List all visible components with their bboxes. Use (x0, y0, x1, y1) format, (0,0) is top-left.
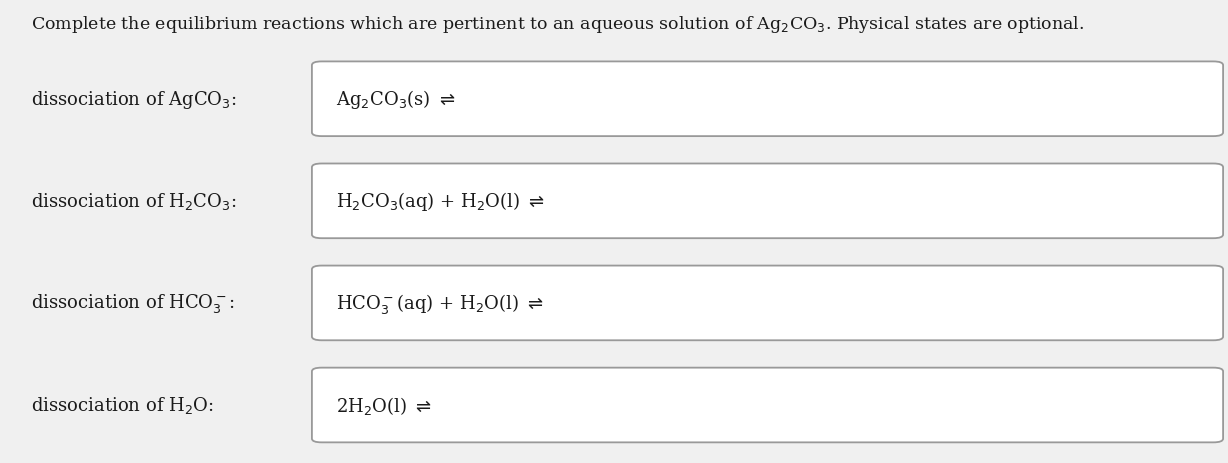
Text: Complete the equilibrium reactions which are pertinent to an aqueous solution of: Complete the equilibrium reactions which… (31, 14, 1084, 35)
Text: dissociation of AgCO$_3$:: dissociation of AgCO$_3$: (31, 88, 236, 111)
Text: dissociation of H$_2$O:: dissociation of H$_2$O: (31, 394, 214, 416)
Text: dissociation of H$_2$CO$_3$:: dissociation of H$_2$CO$_3$: (31, 191, 236, 212)
Text: 2H$_2$O(l) $\rightleftharpoons$: 2H$_2$O(l) $\rightleftharpoons$ (336, 394, 432, 416)
FancyBboxPatch shape (312, 62, 1223, 137)
FancyBboxPatch shape (312, 164, 1223, 239)
Text: H$_2$CO$_3$(aq) + H$_2$O(l) $\rightleftharpoons$: H$_2$CO$_3$(aq) + H$_2$O(l) $\rightlefth… (336, 190, 545, 213)
FancyBboxPatch shape (312, 266, 1223, 341)
FancyBboxPatch shape (312, 368, 1223, 443)
Text: dissociation of HCO$_3^-$:: dissociation of HCO$_3^-$: (31, 292, 235, 315)
Text: HCO$_3^-$(aq) + H$_2$O(l) $\rightleftharpoons$: HCO$_3^-$(aq) + H$_2$O(l) $\rightlefthar… (336, 291, 544, 315)
Text: Ag$_2$CO$_3$(s) $\rightleftharpoons$: Ag$_2$CO$_3$(s) $\rightleftharpoons$ (336, 88, 456, 111)
